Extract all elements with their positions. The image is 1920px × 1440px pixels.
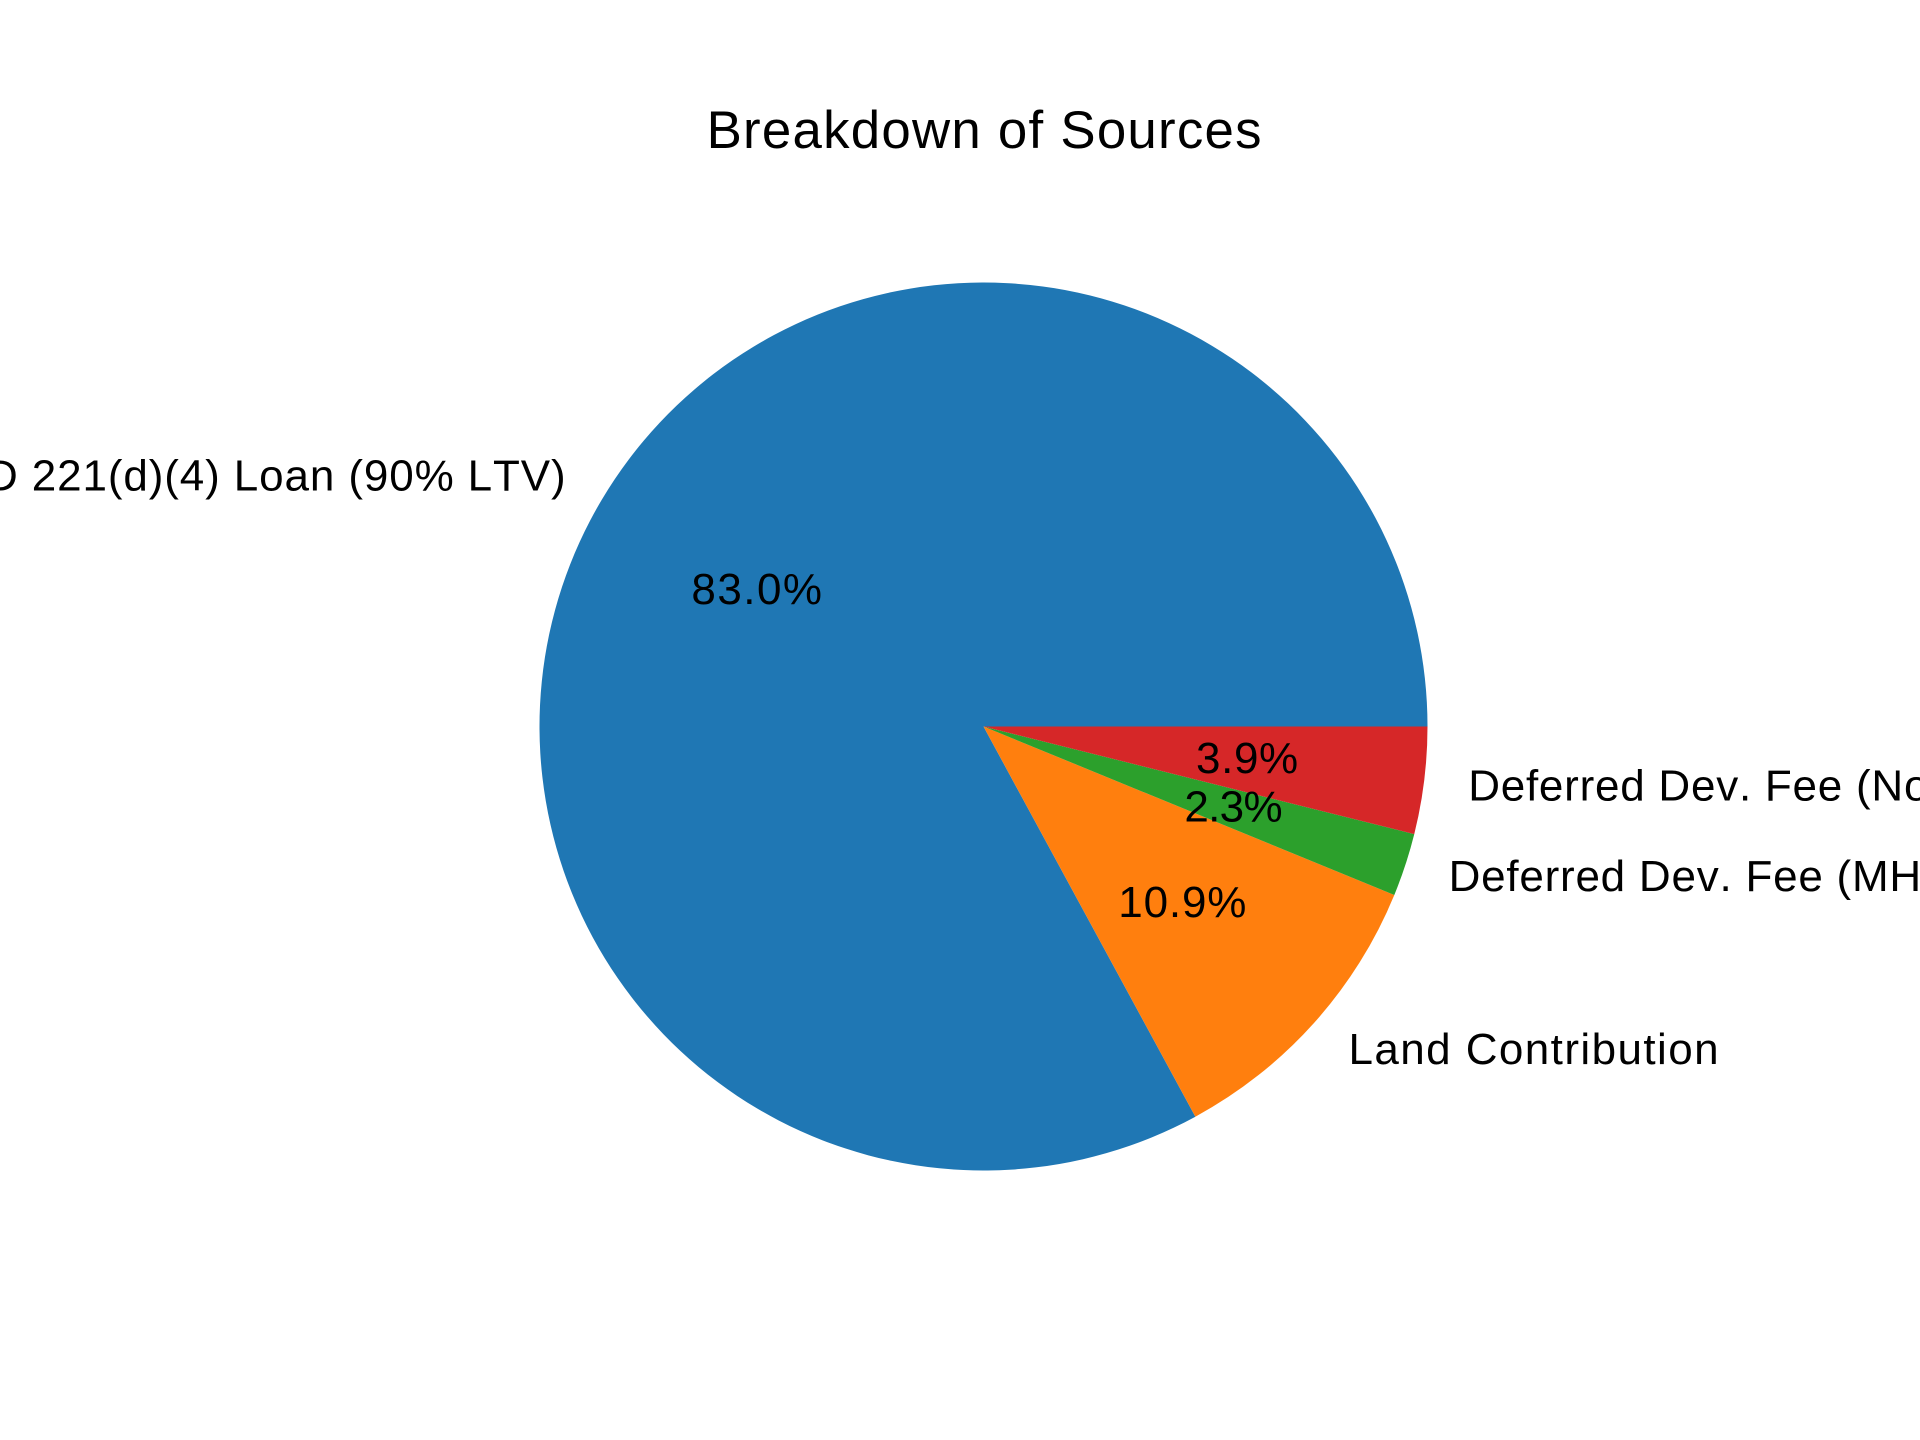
svg-text:Breakdown of Sources: Breakdown of Sources (707, 101, 1263, 160)
svg-text:Deferred Dev. Fee (Non-MHC): Deferred Dev. Fee (Non-MHC) (1468, 761, 1920, 810)
svg-text:3.9%: 3.9% (1196, 734, 1299, 783)
svg-text:10.9%: 10.9% (1118, 878, 1247, 927)
svg-text:83.0%: 83.0% (691, 565, 823, 614)
svg-text:2.3%: 2.3% (1184, 782, 1282, 831)
svg-text:Land Contribution: Land Contribution (1349, 1025, 1720, 1074)
svg-text:HUD 221(d)(4) Loan (90% LTV): HUD 221(d)(4) Loan (90% LTV) (0, 451, 567, 500)
svg-text:Deferred Dev. Fee (MHC): Deferred Dev. Fee (MHC) (1449, 852, 1920, 901)
